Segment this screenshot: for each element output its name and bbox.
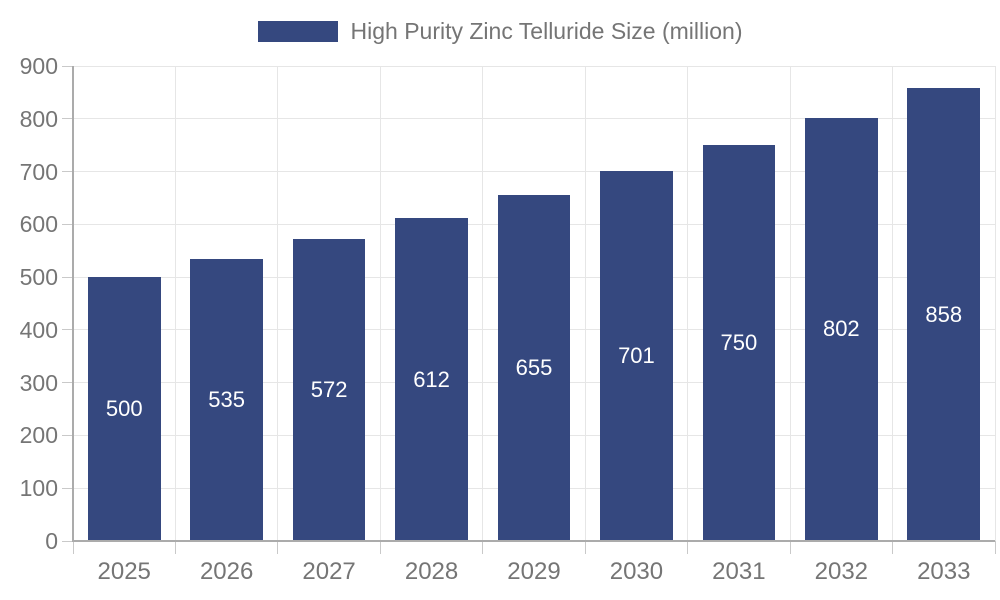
x-tick <box>584 541 586 554</box>
bar-value-label: 612 <box>413 366 450 392</box>
y-tick-label: 300 <box>19 369 58 396</box>
x-tick <box>892 541 894 554</box>
bar-value-label: 701 <box>618 343 655 368</box>
y-tick-label: 100 <box>19 475 58 502</box>
bar-2030 <box>600 171 673 541</box>
bar-value-label: 750 <box>720 330 758 356</box>
y-tick <box>62 276 73 278</box>
y-tick <box>62 223 73 225</box>
gridline-h <box>73 171 995 173</box>
y-tick <box>62 65 73 67</box>
bar-2032 <box>804 117 878 541</box>
y-tick-label: 600 <box>19 211 58 238</box>
bar-2029 <box>497 195 571 541</box>
x-tick <box>687 541 689 554</box>
y-tick-label: 800 <box>19 105 58 132</box>
gridline-h <box>73 65 995 67</box>
y-tick <box>62 487 73 489</box>
bar-value-label: 500 <box>105 396 143 422</box>
bar-2031 <box>702 145 776 541</box>
x-tick-label: 2032 <box>814 558 869 585</box>
x-tick-label: 2029 <box>507 558 561 585</box>
gridline-v <box>174 66 176 541</box>
y-tick-label: 900 <box>19 53 58 79</box>
legend-swatch <box>257 21 338 42</box>
y-axis-line <box>72 66 74 542</box>
legend-label: High Purity Zinc Telluride Size (million… <box>350 18 743 44</box>
bar-2026 <box>190 258 264 541</box>
y-tick <box>62 118 73 120</box>
x-tick-label: 2031 <box>712 558 766 585</box>
x-tick-label: 2026 <box>199 558 254 585</box>
bar-2028 <box>395 218 468 541</box>
gridline-v <box>584 66 586 541</box>
chart-legend: High Purity Zinc Telluride Size (million… <box>0 18 1000 45</box>
x-tick-label: 2027 <box>302 558 356 585</box>
gridline-v <box>482 66 484 541</box>
y-tick <box>62 382 73 384</box>
bar-2033 <box>907 88 981 541</box>
bar-2027 <box>292 239 366 541</box>
bar-value-label: 802 <box>822 316 860 342</box>
y-tick-label: 200 <box>19 422 58 449</box>
y-tick <box>62 540 73 542</box>
gridline-h <box>73 118 995 120</box>
y-tick-label: 400 <box>19 316 58 343</box>
gridline-v <box>892 66 894 541</box>
bar-value-label: 655 <box>515 355 553 381</box>
y-tick <box>62 171 73 173</box>
gridline-v <box>994 66 996 541</box>
x-tick <box>174 541 176 554</box>
bar-value-label: 572 <box>310 377 348 403</box>
y-tick-label: 0 <box>45 528 58 554</box>
x-tick-label: 2028 <box>404 558 459 585</box>
y-tick-label: 500 <box>19 264 58 291</box>
gridline-v <box>687 66 689 541</box>
bar-value-label: 858 <box>925 301 963 327</box>
x-tick <box>994 541 996 554</box>
bar-2025 <box>87 277 161 541</box>
x-tick <box>277 541 279 554</box>
x-tick-label: 2033 <box>917 558 971 585</box>
gridline-v <box>277 66 279 541</box>
x-tick <box>379 541 381 554</box>
x-tick <box>482 541 484 554</box>
x-axis-line <box>73 540 995 542</box>
gridline-v <box>789 66 791 541</box>
bar-value-label: 535 <box>208 386 246 412</box>
gridline-v <box>379 66 381 541</box>
y-tick-label: 700 <box>19 158 58 185</box>
y-tick <box>62 434 73 436</box>
y-tick <box>62 329 73 331</box>
x-tick-label: 2030 <box>609 558 664 585</box>
x-tick <box>789 541 791 554</box>
x-tick-label: 2025 <box>97 558 151 585</box>
x-tick <box>72 541 74 554</box>
